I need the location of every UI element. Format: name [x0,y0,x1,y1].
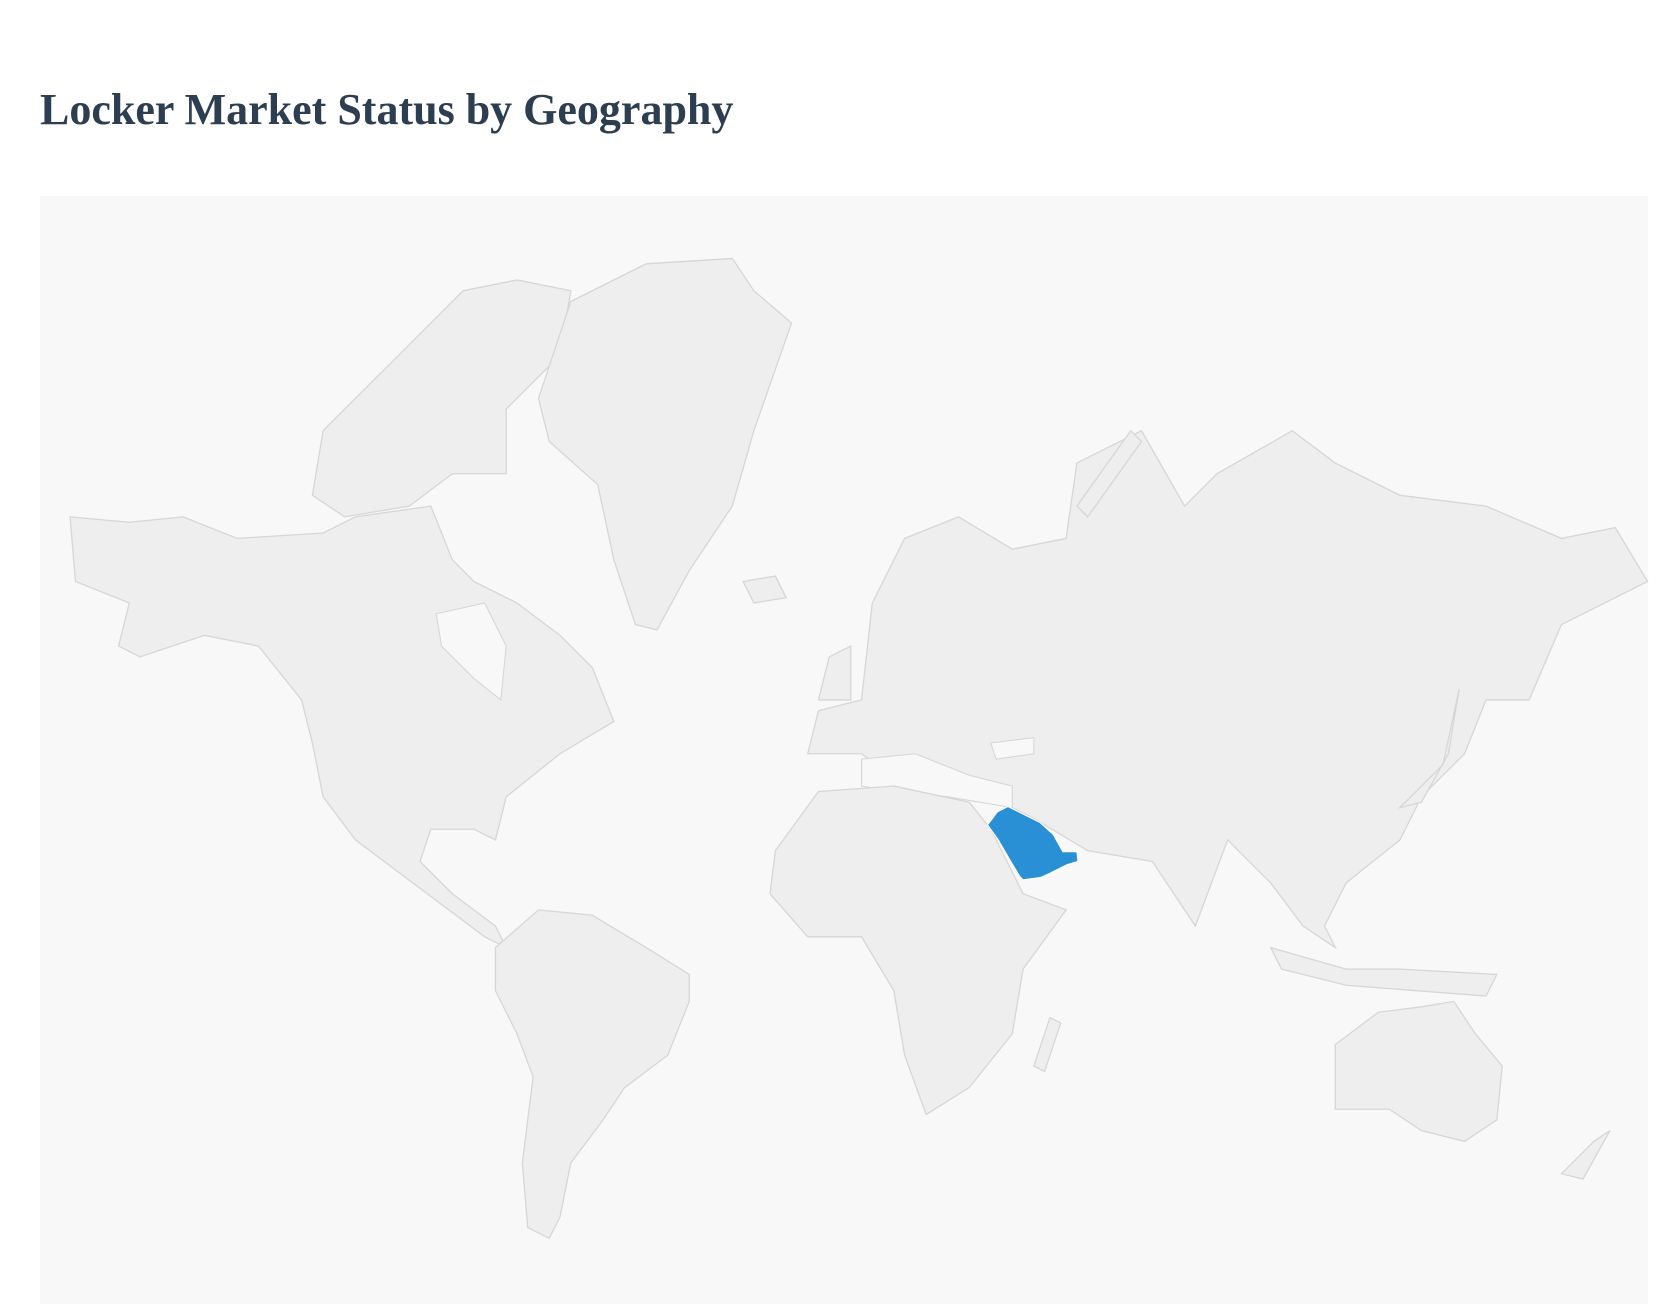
novaya-zemlya[interactable] [1076,429,1143,518]
eurasia[interactable] [806,429,1649,950]
canadian-arctic-islands[interactable] [311,279,572,518]
iceland[interactable] [742,575,788,604]
japan[interactable] [1397,689,1460,809]
page-title: Locker Market Status by Geography [40,85,734,134]
australia[interactable] [1334,1000,1503,1143]
africa[interactable] [769,785,1068,1116]
south-america[interactable] [494,909,690,1240]
great-britain[interactable] [817,645,852,701]
greenland[interactable] [537,257,793,631]
black-sea [990,736,1035,760]
north-america[interactable] [69,505,615,950]
indonesia[interactable] [1269,946,1498,997]
new-zealand[interactable] [1560,1130,1611,1180]
madagascar[interactable] [1033,1016,1062,1073]
hudson-bay [435,602,507,701]
region-saudi-arabia[interactable] [986,805,1079,881]
